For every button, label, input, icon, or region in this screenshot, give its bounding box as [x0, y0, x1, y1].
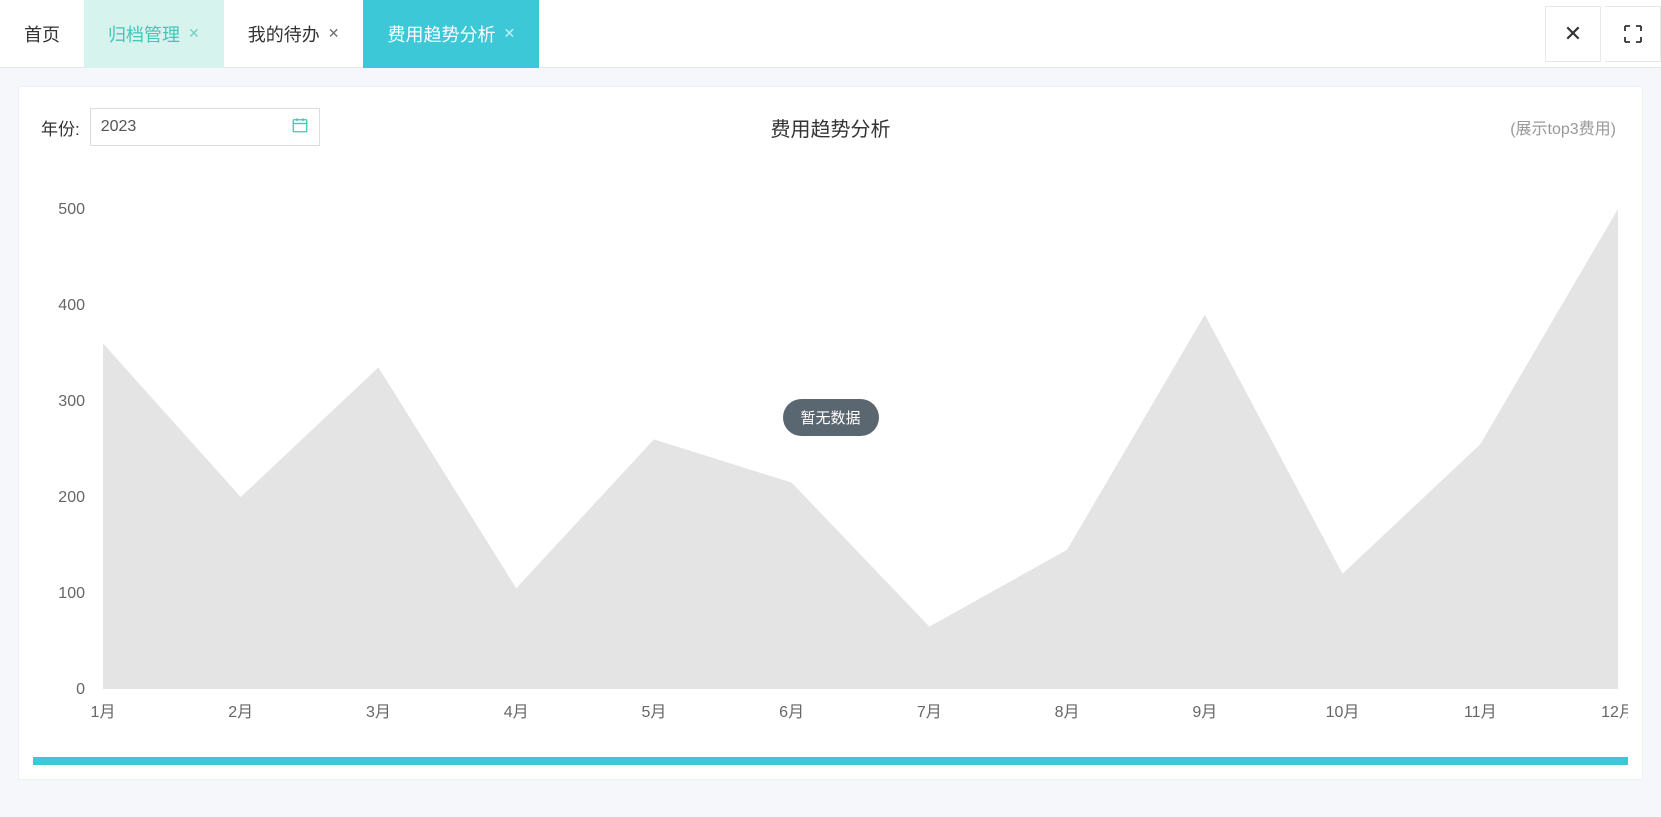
- accent-bar: [33, 757, 1628, 765]
- tab-home[interactable]: 首页: [0, 0, 84, 68]
- close-icon[interactable]: ✕: [503, 25, 515, 42]
- year-picker[interactable]: 2023: [90, 108, 320, 146]
- tab-archive-label: 归档管理: [108, 21, 180, 47]
- chart-container: 0 100 200 300 400 500 1月 2月 3月 4月 5月 6月 7月 8月 9月 10月 11月…: [33, 179, 1628, 749]
- svg-text:8月: 8月: [1055, 704, 1080, 721]
- svg-text:1月: 1月: [91, 704, 116, 721]
- calendar-icon: [291, 116, 309, 139]
- chart-note: (展示top3费用): [1510, 115, 1616, 139]
- year-value: 2023: [101, 118, 137, 136]
- svg-text:3月: 3月: [366, 704, 391, 721]
- tab-expense[interactable]: 费用趋势分析 ✕: [363, 0, 539, 68]
- svg-text:0: 0: [76, 681, 85, 698]
- tab-home-label: 首页: [24, 21, 60, 47]
- svg-text:12月: 12月: [1601, 704, 1628, 721]
- area-chart: 0 100 200 300 400 500 1月 2月 3月 4月 5月 6月 7月 8月 9月 10月 11月…: [33, 179, 1628, 739]
- svg-text:9月: 9月: [1192, 704, 1217, 721]
- card-header: 年份: 2023 费用趋势分析 (展示top3费用): [33, 105, 1628, 149]
- chart-title: 费用趋势分析: [771, 113, 891, 142]
- svg-text:200: 200: [58, 489, 85, 506]
- year-label: 年份:: [41, 115, 80, 140]
- tabs-bar: 首页 归档管理 ✕ 我的待办 ✕ 费用趋势分析 ✕ ✕: [0, 0, 1661, 68]
- tab-actions: ✕: [1545, 0, 1661, 68]
- svg-text:5月: 5月: [641, 704, 666, 721]
- svg-text:100: 100: [58, 585, 85, 602]
- svg-text:11月: 11月: [1464, 704, 1497, 721]
- fullscreen-icon: [1623, 24, 1643, 44]
- chart-card: 年份: 2023 费用趋势分析 (展示top3费用) 0 100 200 300 400…: [18, 86, 1643, 780]
- content-area: 年份: 2023 费用趋势分析 (展示top3费用) 0 100 200 300 400…: [0, 68, 1661, 798]
- fullscreen-button[interactable]: [1605, 6, 1661, 62]
- svg-text:6月: 6月: [779, 704, 804, 721]
- svg-text:7月: 7月: [917, 704, 942, 721]
- svg-text:500: 500: [58, 201, 85, 218]
- svg-text:300: 300: [58, 393, 85, 410]
- close-icon[interactable]: ✕: [188, 25, 200, 42]
- svg-text:10月: 10月: [1326, 704, 1360, 721]
- close-all-button[interactable]: ✕: [1545, 6, 1601, 62]
- tab-todo-label: 我的待办: [248, 21, 320, 47]
- svg-text:400: 400: [58, 297, 85, 314]
- no-data-badge: 暂无数据: [782, 399, 878, 436]
- svg-text:2月: 2月: [228, 704, 253, 721]
- svg-text:4月: 4月: [504, 704, 529, 721]
- tab-archive[interactable]: 归档管理 ✕: [84, 0, 224, 68]
- tab-todo[interactable]: 我的待办 ✕: [224, 0, 364, 68]
- tab-expense-label: 费用趋势分析: [387, 21, 495, 47]
- close-icon[interactable]: ✕: [328, 25, 340, 42]
